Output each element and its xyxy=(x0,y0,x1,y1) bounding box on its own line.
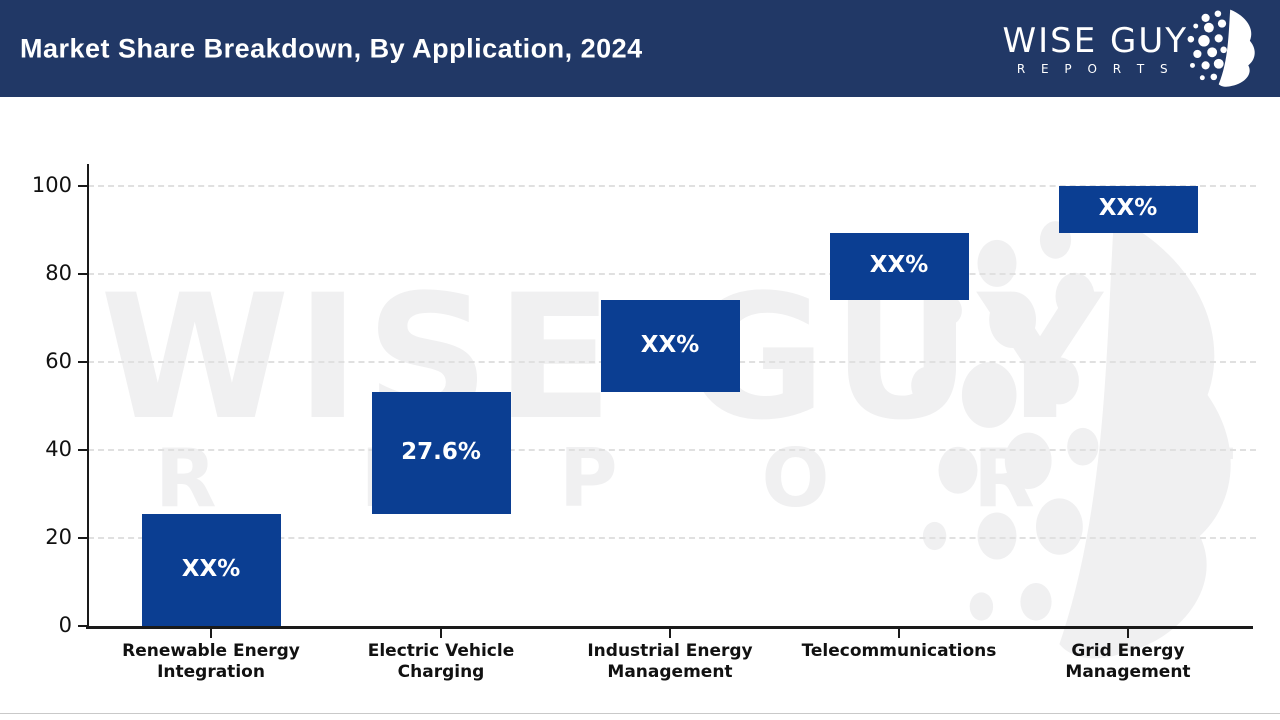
gridline-20 xyxy=(88,537,1256,539)
x-tick-mark-4 xyxy=(898,629,900,638)
x-tick-mark-2 xyxy=(440,629,442,638)
x-axis-line xyxy=(86,626,1253,629)
bar-4 xyxy=(829,232,969,300)
y-tick-label-80: 80 xyxy=(45,261,72,285)
bar-5 xyxy=(1058,186,1198,233)
y-tick-mark-100 xyxy=(78,185,88,187)
gridline-80 xyxy=(88,273,1256,275)
bar-label-5: XX% xyxy=(1098,195,1158,222)
x-category-label-2: Electric Vehicle Charging xyxy=(367,641,515,683)
x-category-label-5: Grid Energy Management xyxy=(1065,641,1191,683)
header: Market Share Breakdown, By Application, … xyxy=(0,0,1280,97)
logo-subtitle: R E P O R T S xyxy=(1016,61,1174,76)
bar-label-3: XX% xyxy=(640,331,700,358)
x-tick-mark-5 xyxy=(1127,629,1129,638)
y-tick-label-40: 40 xyxy=(45,437,72,461)
bottom-divider xyxy=(0,713,1280,714)
y-tick-label-20: 20 xyxy=(45,525,72,549)
bar-2 xyxy=(371,392,511,514)
x-category-label-4: Telecommunications xyxy=(801,641,997,661)
y-tick-mark-60 xyxy=(78,361,88,363)
x-category-label-1: Renewable Energy Integration xyxy=(122,641,300,683)
wise-guy-logo-text: WISE GUY R E P O R T S xyxy=(1002,24,1188,75)
x-tick-mark-3 xyxy=(669,629,671,638)
gridline-100 xyxy=(88,185,1256,187)
page-title: Market Share Breakdown, By Application, … xyxy=(20,33,643,63)
y-tick-mark-80 xyxy=(78,273,88,275)
y-tick-label-60: 60 xyxy=(45,349,72,373)
y-axis-line xyxy=(87,164,89,628)
y-tick-label-0: 0 xyxy=(58,613,72,637)
y-tick-label-100: 100 xyxy=(31,173,72,197)
x-tick-mark-1 xyxy=(210,629,212,638)
bar-label-1: XX% xyxy=(181,555,241,582)
y-tick-mark-20 xyxy=(78,537,88,539)
bar-label-4: XX% xyxy=(869,252,929,279)
wise-guy-logo-face-icon xyxy=(1187,9,1255,87)
watermark-face-icon xyxy=(911,216,1231,659)
bar-label-2: 27.6% xyxy=(401,439,481,466)
bar-3 xyxy=(600,299,740,393)
bar-1 xyxy=(141,513,281,626)
gridline-40 xyxy=(88,449,1256,451)
y-tick-mark-0 xyxy=(78,625,88,627)
wise-guy-logo: WISE GUY R E P O R T S xyxy=(1002,8,1266,90)
logo-wordmark: WISE GUY xyxy=(1002,20,1188,61)
x-category-label-3: Industrial Energy Management xyxy=(587,641,753,683)
y-tick-mark-40 xyxy=(78,449,88,451)
chart-area: WISE GUY R E P O R T S 020406080100XX%27… xyxy=(0,97,1280,720)
